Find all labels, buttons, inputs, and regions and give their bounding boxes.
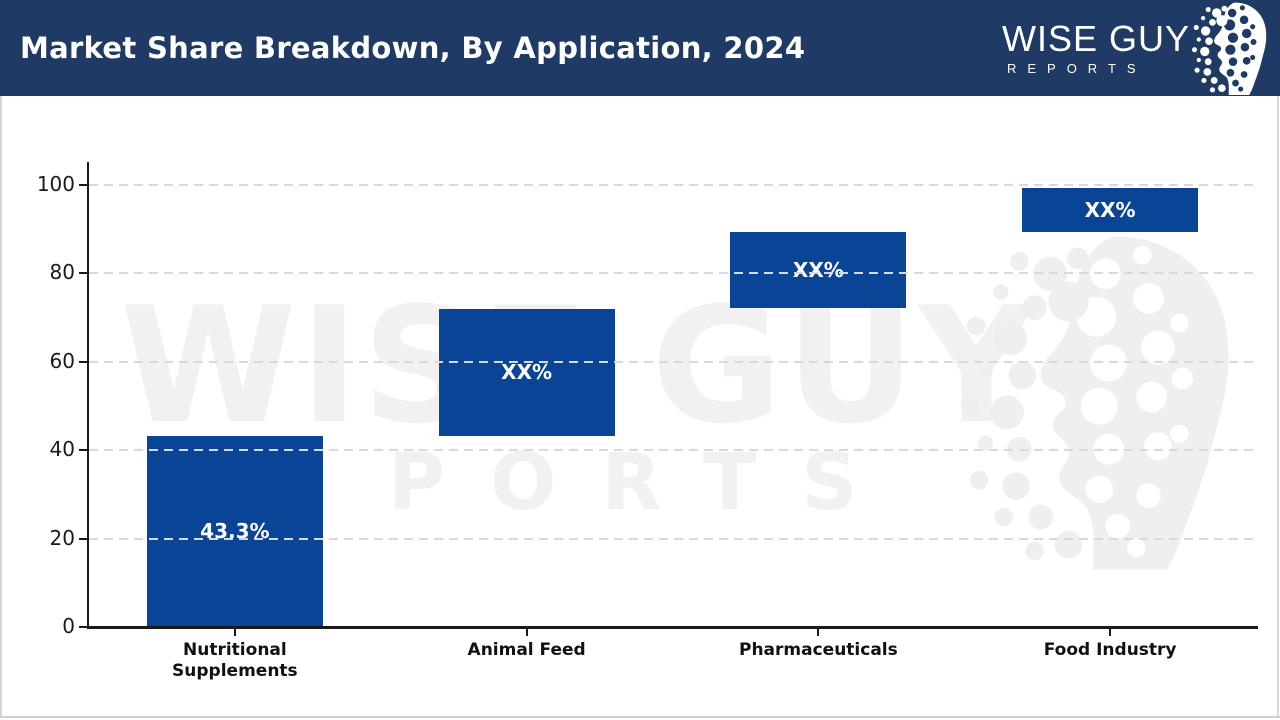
watermark-text-ports: PORTS [388,438,903,528]
y-tick-mark [79,537,88,540]
x-tick-mark [817,629,820,636]
bar: XX% [730,232,907,309]
bar: 43.3% [146,435,323,627]
bar-value-label: XX% [792,258,844,283]
watermark-face-icon [960,236,1229,570]
x-tick-mark [233,629,236,636]
gridline [89,272,1256,275]
x-category-label: Pharmaceuticals [738,640,898,660]
gridline [89,360,1256,363]
y-tick-label: 80 [49,260,75,285]
gridline [89,537,1256,540]
bar-value-label: XX% [501,360,553,385]
x-category-label: Animal Feed [467,640,586,660]
x-category-label: Food Industry [1043,640,1177,660]
bar-value-label: 43.3% [200,519,270,544]
y-tick-label: 100 [36,172,75,196]
figure-border-right [1277,96,1279,718]
y-tick-mark [79,272,88,275]
y-axis-line [87,162,89,629]
chart-title: Market Share Breakdown, By Application, … [20,31,806,65]
x-category-label: Nutritional Supplements [172,640,298,682]
gridline [89,449,1256,452]
logo-text-wiseguy: WISE GUY [1001,17,1190,59]
y-tick-mark [79,449,88,452]
y-tick-mark [79,360,88,363]
bar: XX% [438,309,615,436]
bar: XX% [1022,187,1199,232]
figure-border-bottom [0,716,1280,718]
x-tick-mark [525,629,528,636]
bar-value-label: XX% [1084,197,1136,222]
x-tick-mark [1109,629,1112,636]
brand-logo: WISE GUY REPORTS [1002,1,1270,95]
header-band: Market Share Breakdown, By Application, … [0,0,1280,96]
figure-border-left [0,96,2,718]
logo-wordmark: WISE GUY REPORTS [1001,17,1190,76]
y-tick-mark [79,184,88,186]
logo-text-reports: REPORTS [1006,60,1147,76]
x-axis-line [87,626,1258,629]
y-tick-label: 60 [49,348,75,373]
y-tick-mark [79,626,88,628]
face-profile-icon [1191,2,1267,95]
y-tick-label: 0 [62,614,75,638]
gridline [89,184,1256,186]
y-tick-label: 40 [49,437,75,462]
y-tick-label: 20 [49,525,75,550]
